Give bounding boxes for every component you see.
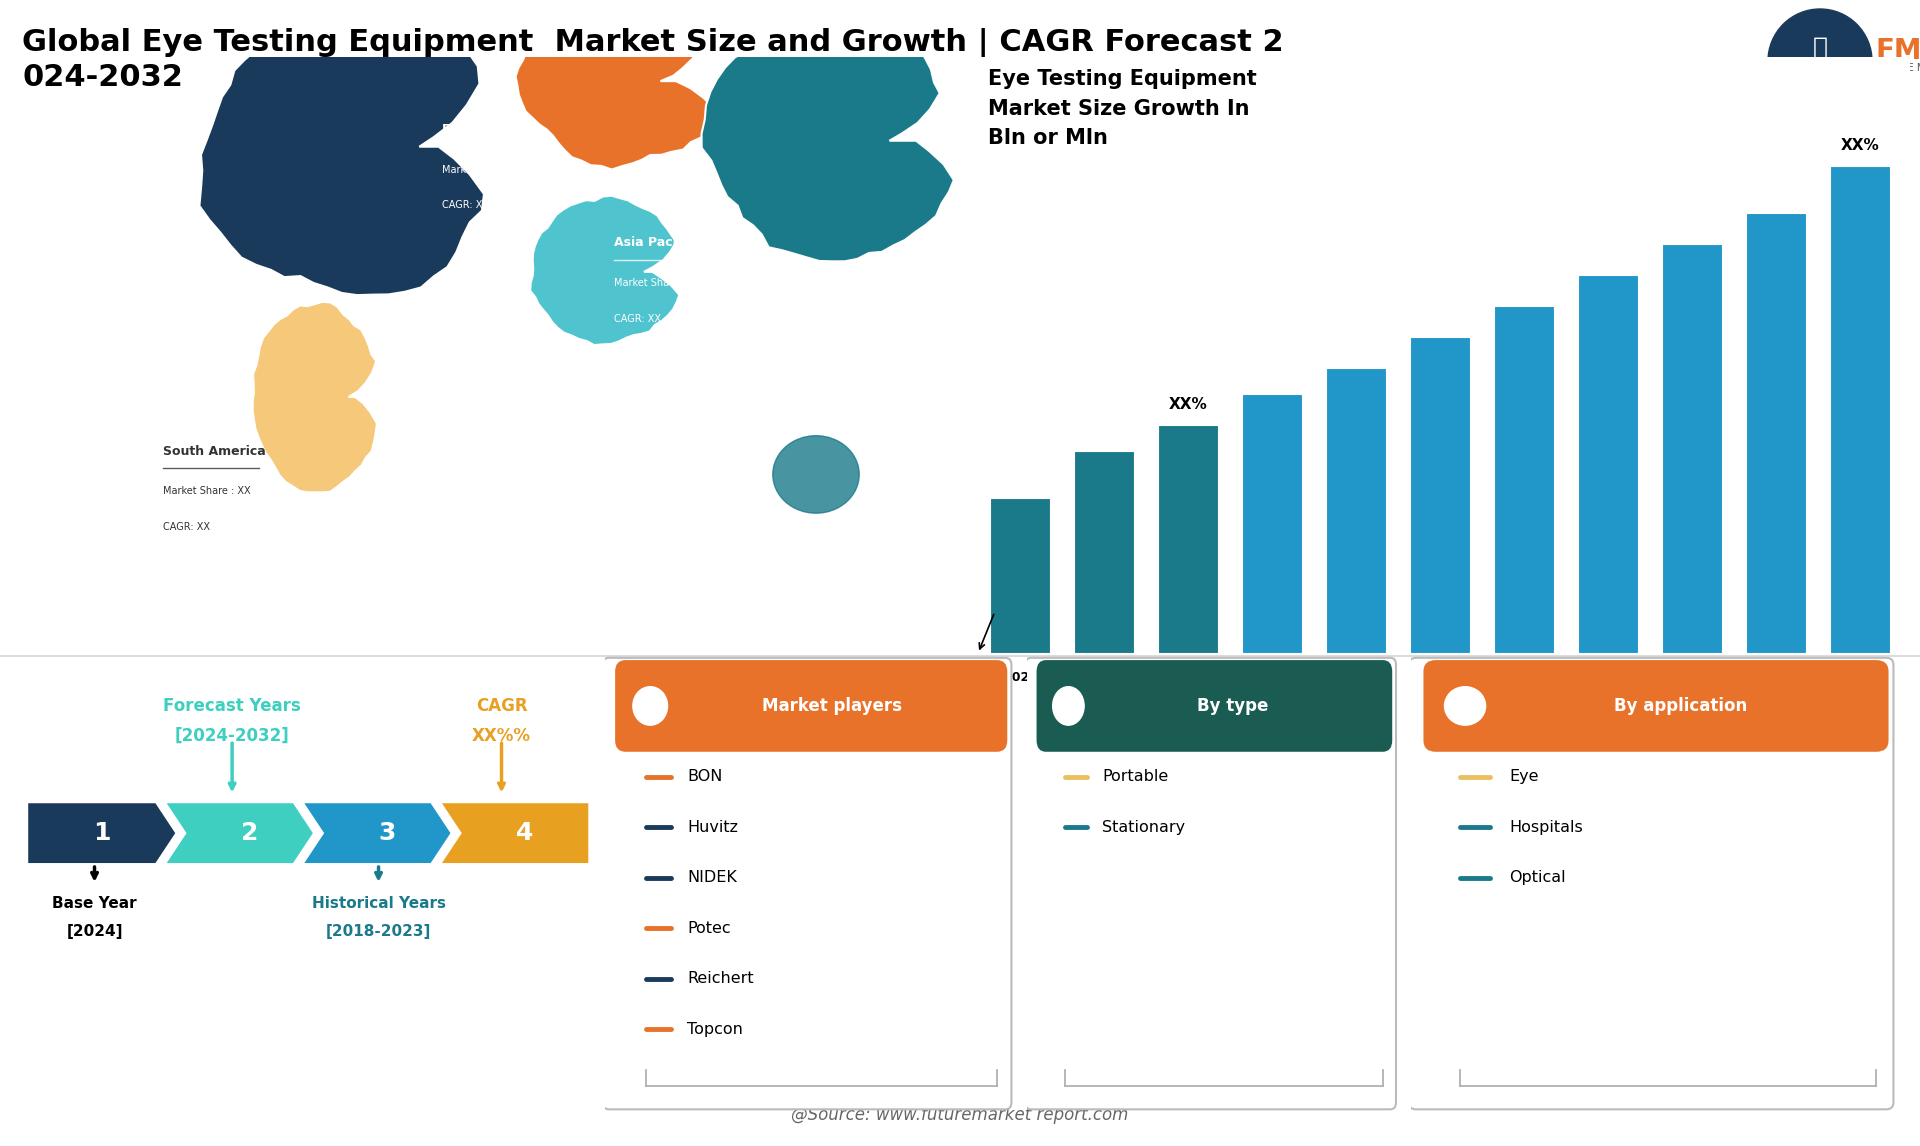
Text: 4: 4 — [516, 822, 534, 845]
Text: CAGR: XX: CAGR: XX — [163, 523, 209, 532]
Text: CAGR: XX: CAGR: XX — [461, 391, 507, 401]
Circle shape — [1768, 9, 1872, 113]
Text: 024-2032: 024-2032 — [21, 63, 182, 92]
Text: MEA: MEA — [461, 314, 492, 327]
Text: BON: BON — [687, 769, 722, 785]
Text: 2023: 2023 — [1087, 672, 1121, 684]
Ellipse shape — [772, 435, 860, 513]
Bar — [1158, 425, 1217, 653]
Bar — [1830, 166, 1891, 653]
Text: By application: By application — [1615, 697, 1747, 715]
Text: FMR: FMR — [1876, 37, 1920, 65]
Bar — [1242, 394, 1302, 653]
Text: By type: By type — [1198, 697, 1269, 715]
Polygon shape — [303, 802, 451, 864]
Text: CAGR: XX: CAGR: XX — [614, 314, 660, 323]
Bar — [1494, 306, 1555, 653]
Text: Market Share : XX: Market Share : XX — [442, 165, 530, 174]
Text: Market Share : XX: Market Share : XX — [461, 355, 549, 366]
Text: Market Share : XX: Market Share : XX — [163, 486, 252, 496]
Circle shape — [1444, 686, 1486, 725]
Text: Potec: Potec — [687, 920, 732, 936]
Polygon shape — [165, 802, 315, 864]
Text: XX%: XX% — [1841, 139, 1880, 154]
Text: Base Year: Base Year — [52, 896, 136, 911]
Bar — [1578, 275, 1638, 653]
Text: Stationary: Stationary — [1102, 819, 1185, 835]
Text: Reichert: Reichert — [687, 971, 755, 987]
Bar — [1073, 452, 1135, 653]
Text: Hospitals: Hospitals — [1509, 819, 1582, 835]
Text: CAGR: XX: CAGR: XX — [106, 314, 152, 323]
Polygon shape — [530, 196, 680, 345]
Circle shape — [634, 686, 668, 725]
Text: 3: 3 — [378, 822, 396, 845]
Text: CAGR: XX: CAGR: XX — [442, 201, 488, 211]
Text: 2031: 2031 — [1759, 672, 1793, 684]
Text: CAGR: CAGR — [476, 697, 528, 715]
FancyBboxPatch shape — [1409, 658, 1893, 1109]
Text: 2: 2 — [242, 822, 259, 845]
Bar — [1745, 213, 1807, 653]
Text: FUTURE MARKET REPORT: FUTURE MARKET REPORT — [1876, 63, 1920, 73]
Text: 1: 1 — [92, 822, 111, 845]
Text: [2024]: [2024] — [67, 924, 123, 939]
Text: Market Share : XX: Market Share : XX — [614, 277, 703, 288]
Text: Global Eye Testing Equipment  Market Size and Growth | CAGR Forecast 2: Global Eye Testing Equipment Market Size… — [21, 28, 1284, 58]
FancyBboxPatch shape — [1423, 660, 1889, 752]
Text: 2030: 2030 — [1674, 672, 1709, 684]
FancyBboxPatch shape — [1037, 660, 1392, 752]
Text: 2029: 2029 — [1590, 672, 1626, 684]
Text: Eye: Eye — [1509, 769, 1538, 785]
Text: Asia Pacific: Asia Pacific — [614, 236, 695, 249]
Text: Topcon: Topcon — [687, 1021, 743, 1037]
Text: Eye Testing Equipment
Market Size Growth In
Bln or Mln: Eye Testing Equipment Market Size Growth… — [989, 69, 1258, 149]
Polygon shape — [440, 802, 589, 864]
Text: Portable: Portable — [1102, 769, 1169, 785]
FancyBboxPatch shape — [603, 658, 1012, 1109]
Text: North America: North America — [106, 236, 207, 249]
Bar — [1325, 368, 1386, 653]
Polygon shape — [27, 802, 177, 864]
Bar — [991, 497, 1050, 653]
Bar — [1663, 244, 1722, 653]
Text: 2028: 2028 — [1507, 672, 1542, 684]
Text: [2024-2032]: [2024-2032] — [175, 727, 290, 745]
Text: 2026: 2026 — [1338, 672, 1373, 684]
Text: Optical: Optical — [1509, 870, 1565, 886]
Text: 🏃: 🏃 — [1812, 36, 1828, 60]
Text: South America: South America — [163, 445, 267, 457]
Text: XX%%: XX%% — [472, 727, 532, 745]
Text: NIDEK: NIDEK — [687, 870, 737, 886]
Text: 2032: 2032 — [1843, 672, 1878, 684]
Circle shape — [1052, 686, 1085, 725]
Text: Market players: Market players — [762, 697, 902, 715]
Text: [2018-2023]: [2018-2023] — [326, 924, 432, 939]
Polygon shape — [253, 301, 376, 493]
Text: 2025: 2025 — [1254, 672, 1290, 684]
Polygon shape — [200, 0, 484, 296]
Text: Historical Years: Historical Years — [311, 896, 445, 911]
Text: Huvitz: Huvitz — [687, 819, 739, 835]
FancyBboxPatch shape — [614, 660, 1008, 752]
Polygon shape — [516, 1, 716, 170]
FancyBboxPatch shape — [1025, 658, 1396, 1109]
Text: Forecast Years: Forecast Years — [163, 697, 301, 715]
Text: 2027: 2027 — [1423, 672, 1457, 684]
Text: Europe: Europe — [442, 123, 492, 136]
Bar — [1409, 337, 1471, 653]
Text: @Source: www.futuremarket report.com: @Source: www.futuremarket report.com — [791, 1106, 1129, 1124]
Text: 2022: 2022 — [1002, 672, 1037, 684]
Text: Market Share : XX: Market Share : XX — [106, 277, 194, 288]
Polygon shape — [701, 14, 954, 261]
Text: XX%: XX% — [1169, 398, 1208, 413]
Text: 2024: 2024 — [1171, 672, 1206, 684]
